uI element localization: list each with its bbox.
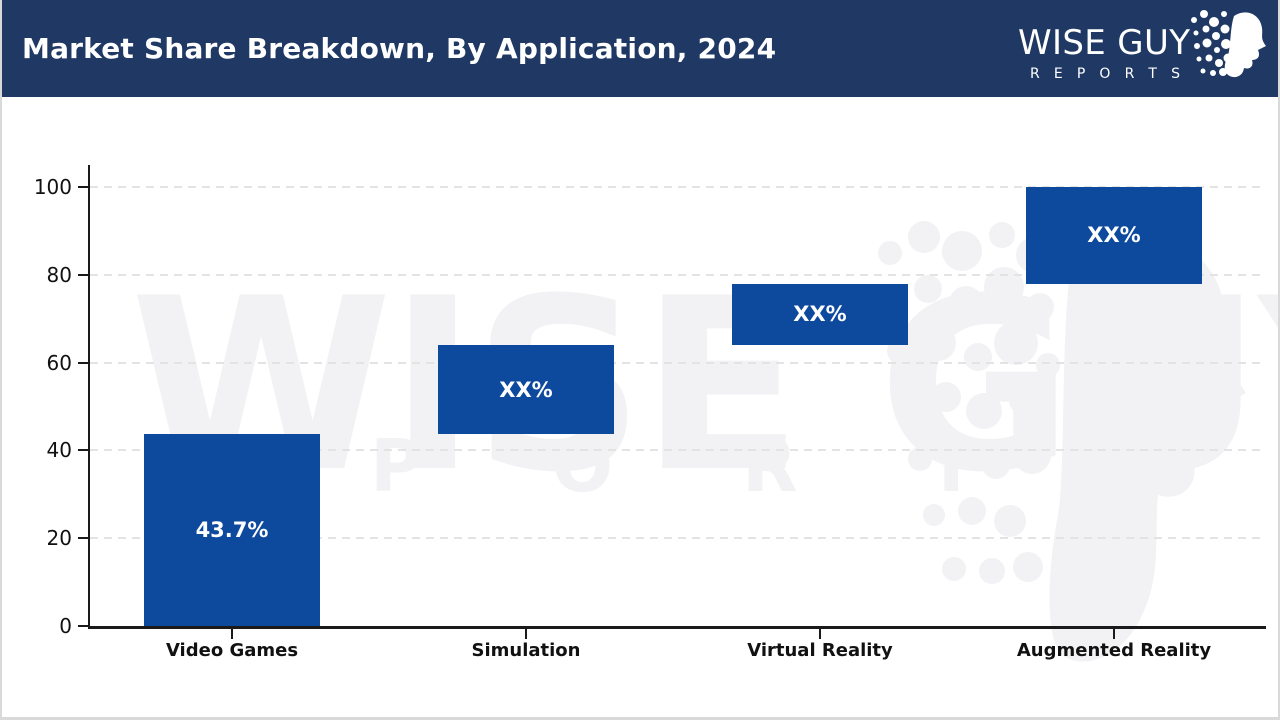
- x-tick: [525, 629, 527, 639]
- bar: XX%: [1026, 187, 1202, 284]
- logo-reports-text: R E P O R T S: [1030, 66, 1180, 82]
- bar-value-label: XX%: [499, 377, 553, 402]
- x-axis-line: [90, 626, 1266, 629]
- y-tick-label: 80: [46, 262, 72, 287]
- logo-face-profile-icon: [1224, 12, 1266, 78]
- gridline: [90, 361, 1264, 364]
- x-tick-label: Virtual Reality: [747, 640, 893, 661]
- gridline: [90, 537, 1264, 540]
- y-tick-label: 20: [46, 526, 72, 551]
- x-tick-label: Augmented Reality: [1016, 640, 1212, 661]
- logo-wiseguy-text: WISE GUY: [1018, 23, 1190, 63]
- gridline: [90, 186, 1264, 188]
- y-tick: [78, 625, 88, 627]
- y-tick-label: 100: [33, 175, 72, 199]
- gridline: [90, 273, 1264, 276]
- bar-value-label: XX%: [793, 302, 847, 327]
- y-axis-line: [88, 165, 90, 629]
- y-tick: [78, 186, 88, 188]
- x-tick-label: Simulation: [471, 640, 581, 661]
- y-tick-label: 40: [46, 438, 72, 463]
- gridline: [90, 449, 1264, 452]
- y-tick: [78, 273, 88, 276]
- y-tick-label: 0: [59, 614, 72, 638]
- bar: 43.7%: [144, 434, 320, 626]
- y-tick-label: 60: [46, 350, 72, 375]
- bar-value-label: XX%: [1087, 223, 1141, 248]
- bar-value-label: 43.7%: [195, 518, 269, 543]
- y-tick: [78, 449, 88, 452]
- watermark-face-dots: [878, 221, 1246, 662]
- y-tick: [78, 537, 88, 540]
- header: Market Share Breakdown, By Application, …: [2, 0, 1278, 97]
- y-tick: [78, 361, 88, 364]
- bar: XX%: [732, 283, 908, 346]
- bar: XX%: [438, 345, 614, 435]
- x-tick: [819, 629, 821, 639]
- page-title: Market Share Breakdown, By Application, …: [22, 32, 777, 65]
- x-tick-label: Video Games: [165, 640, 299, 661]
- x-tick: [231, 629, 233, 639]
- logo-face-dots-icon: [1191, 10, 1266, 78]
- wiseguy-reports-logo: WISE GUY R E P O R T S: [1018, 10, 1266, 82]
- x-tick: [1113, 629, 1115, 639]
